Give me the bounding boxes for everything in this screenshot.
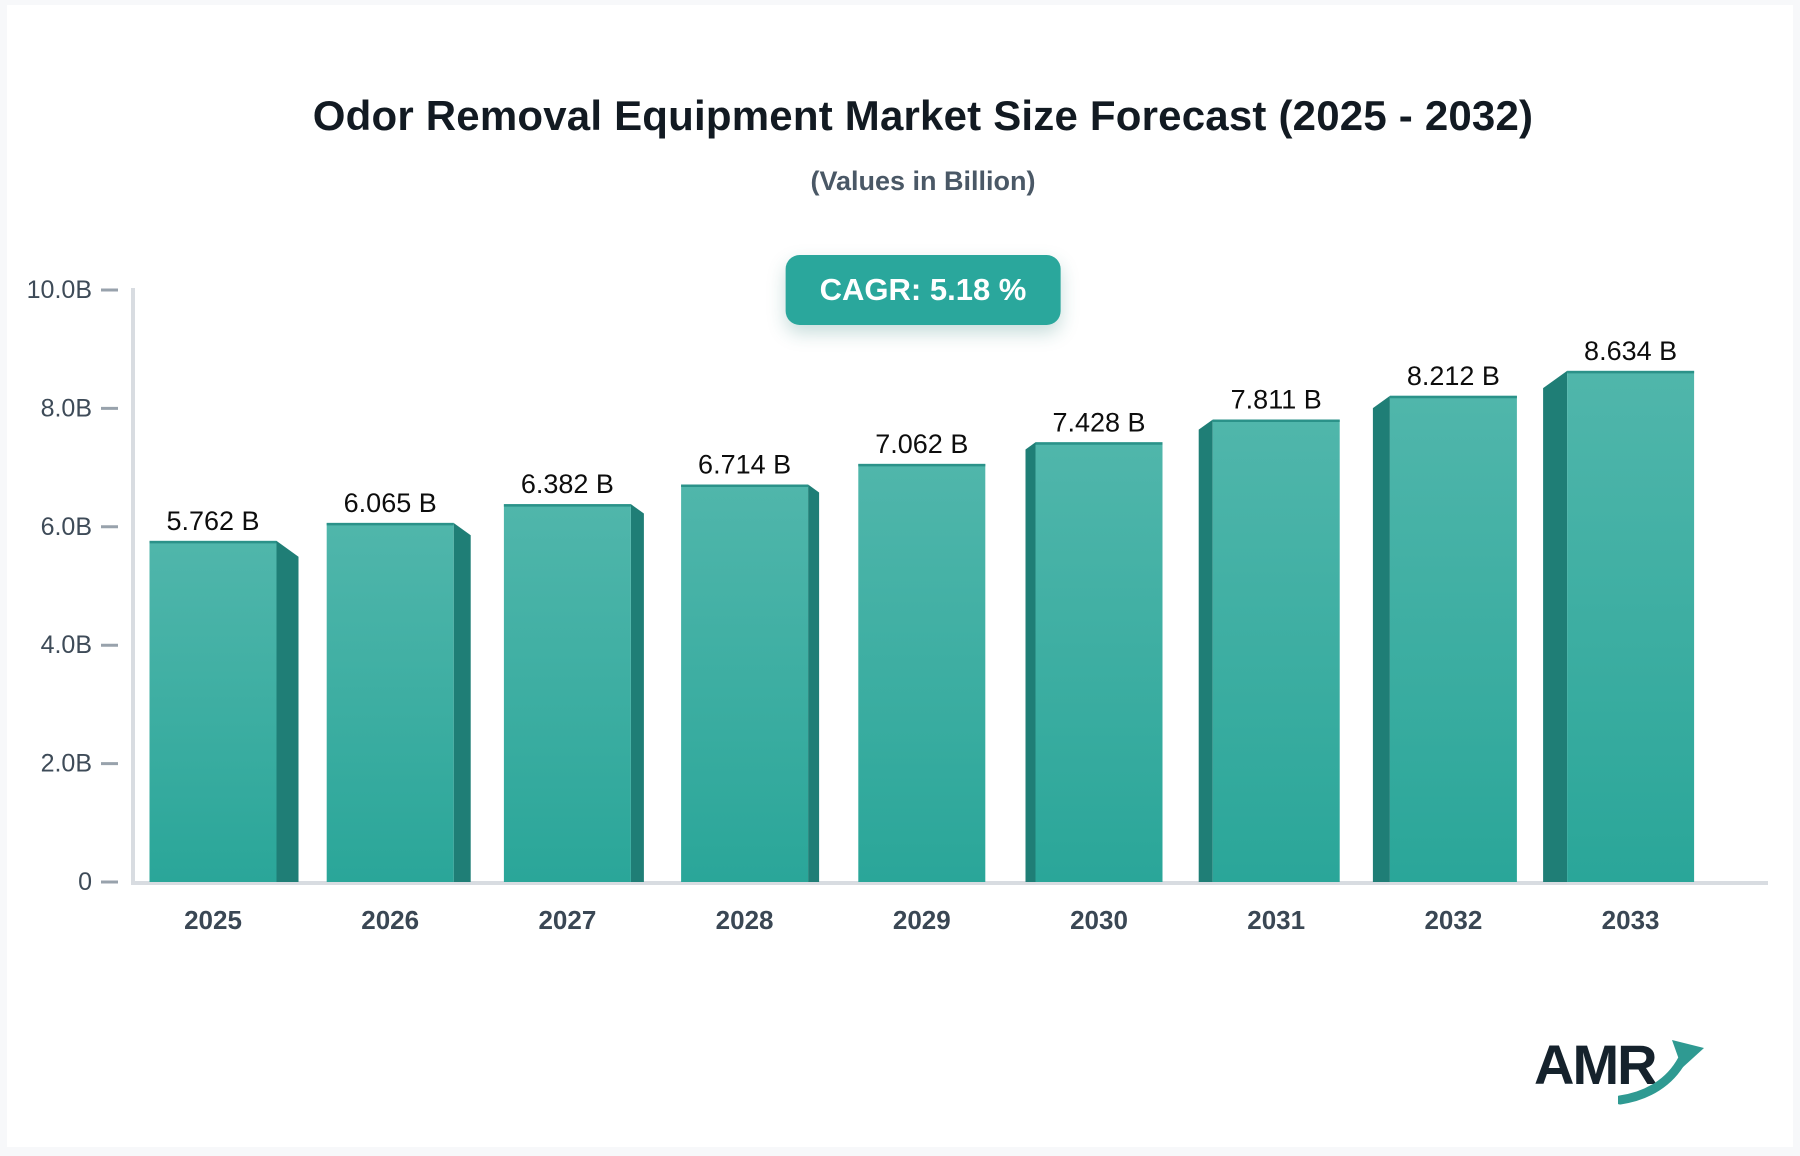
cagr-badge: CAGR: 5.18 % [785,255,1061,325]
bar-2032: 8.212 B 2032 [1372,361,1517,935]
bar-front-face [149,540,277,882]
x-axis-label-2031: 2031 [1247,905,1305,935]
amr-logo-text: AMR [1534,1033,1658,1096]
bar-front-face [326,522,454,882]
bar-value-label: 6.714 B [698,450,791,480]
bar-side-face [630,504,644,882]
bar-2030: 7.428 B 2030 [1025,407,1163,935]
bar-value-label: 6.382 B [521,469,614,499]
y-tick-label: 4.0B [41,631,92,659]
bar-2028: 6.714 B 2028 [681,450,820,935]
bar-2031: 7.811 B 2031 [1198,385,1340,935]
bar-side-face [453,522,471,882]
bar-front-face [681,484,809,882]
arrow-shaft [1618,1055,1687,1105]
x-axis-label-2029: 2029 [893,905,951,935]
bar-value-label: 7.428 B [1052,407,1145,437]
bar-side-face [1198,419,1213,882]
bar-front-face [858,463,986,882]
x-axis-label-2027: 2027 [538,905,596,935]
bar-value-label: 5.762 B [166,506,259,536]
growth-arrow-icon [1618,1040,1704,1105]
bar-value-label: 6.065 B [344,488,437,518]
y-tick-label: 8.0B [41,394,92,422]
y-tick-label: 2.0B [41,750,92,778]
bar-value-label: 8.634 B [1584,336,1677,366]
bar-front-face [1567,370,1695,882]
x-axis-label-2033: 2033 [1602,905,1660,935]
bar-value-label: 7.062 B [875,429,968,459]
x-axis-label-2025: 2025 [184,905,242,935]
bar-front-face [503,504,631,882]
y-tick-label: 0 [78,868,92,896]
bar-value-label: 7.811 B [1231,385,1322,415]
bar-2027: 6.382 B 2027 [503,469,644,935]
bar-side-face [276,540,299,882]
bar-2025: 5.762 B 2025 [149,506,299,935]
bar-side-face [1372,395,1390,882]
bar-value-label: 8.212 B [1407,361,1500,391]
bar-front-face [1212,419,1340,882]
bar-front-face [1389,395,1517,882]
bar-2033: 8.634 B 2033 [1543,336,1695,935]
y-tick-label: 10.0B [27,276,92,304]
amr-logo: AMR [1534,1032,1709,1112]
bar-side-face [1025,442,1036,882]
chart-title: Odor Removal Equipment Market Size Forec… [312,92,1534,139]
bar-side-face [1543,370,1568,882]
bar-2026: 6.065 B 2026 [326,488,471,935]
x-axis-label-2032: 2032 [1424,905,1482,935]
bar-side-face [808,484,820,882]
x-axis-label-2030: 2030 [1070,905,1128,935]
arrow-head [1672,1040,1704,1068]
bar-2029: 7.062 B 2029 [858,429,986,935]
chart-subtitle: (Values in Billion) [810,166,1036,196]
bar-front-face [1035,442,1163,882]
x-axis-label-2028: 2028 [716,905,774,935]
y-tick-label: 6.0B [41,513,92,541]
x-axis-label-2026: 2026 [361,905,419,935]
